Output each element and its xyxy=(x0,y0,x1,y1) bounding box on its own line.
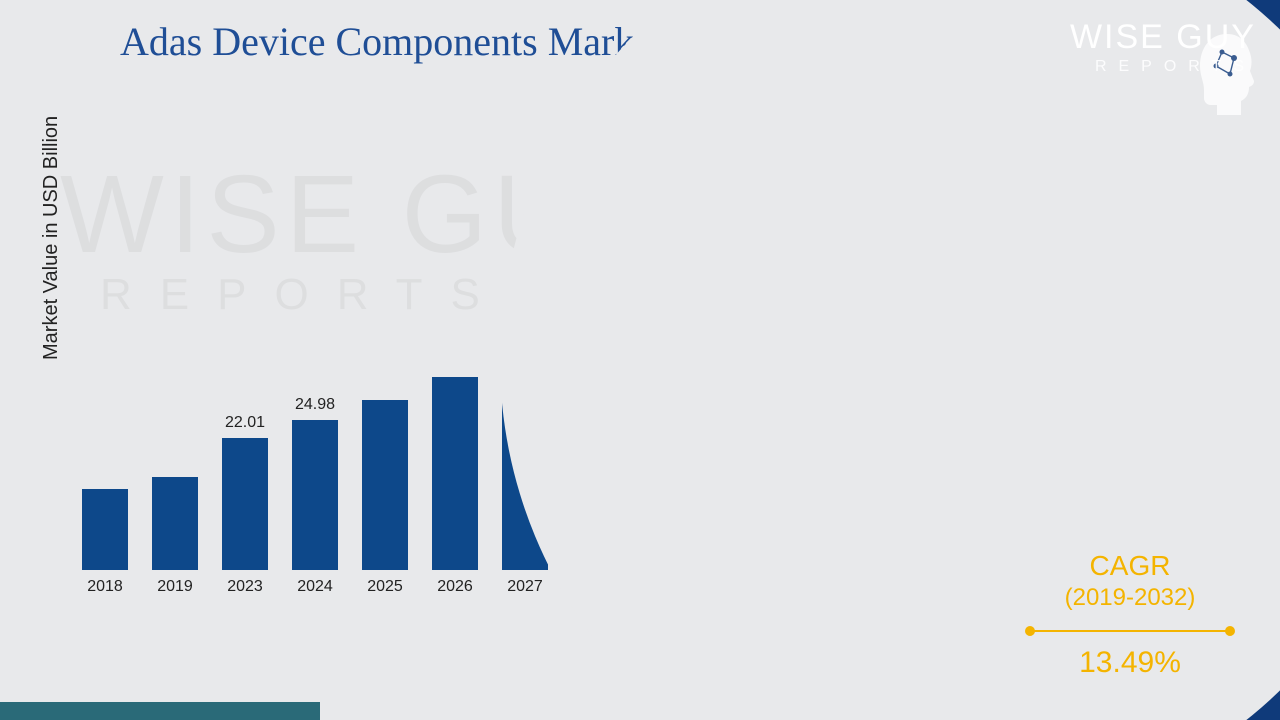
chart-title: Adas Device Components Market xyxy=(120,18,663,65)
bar xyxy=(432,377,478,570)
cagr-block: CAGR (2019-2032) 13.49% xyxy=(1010,550,1250,680)
x-category-label: 2027 xyxy=(507,578,543,596)
cagr-divider xyxy=(1030,630,1230,632)
x-category-label: 2018 xyxy=(87,578,123,596)
bar xyxy=(152,477,198,570)
bar: 24.98 xyxy=(292,420,338,570)
side-panel: WISE GUY REPORTS CAGR (2019-2032) 13.49% xyxy=(960,0,1280,720)
x-category-label: 2026 xyxy=(437,578,473,596)
y-axis-label: Market Value in USD Billion xyxy=(40,116,63,360)
cagr-value: 13.49% xyxy=(1010,646,1250,680)
bottom-accent-bar xyxy=(0,702,320,720)
x-category-label: 2023 xyxy=(227,578,263,596)
bar xyxy=(82,489,128,570)
x-category-label: 2024 xyxy=(297,578,333,596)
brand-sub: REPORTS xyxy=(1070,58,1256,76)
bar-value-label: 22.01 xyxy=(225,414,265,432)
cagr-years: (2019-2032) xyxy=(1010,584,1250,612)
cagr-label: CAGR xyxy=(1010,550,1250,582)
page-root: WISE GUY REPORTS Adas Device Components … xyxy=(0,0,1280,720)
brand-logo: WISE GUY REPORTS xyxy=(1070,20,1256,76)
x-category-label: 2025 xyxy=(367,578,403,596)
bar: 22.01 xyxy=(222,438,268,570)
x-category-label: 2019 xyxy=(157,578,193,596)
bar-value-label: 24.98 xyxy=(295,396,335,414)
bar xyxy=(362,400,408,570)
